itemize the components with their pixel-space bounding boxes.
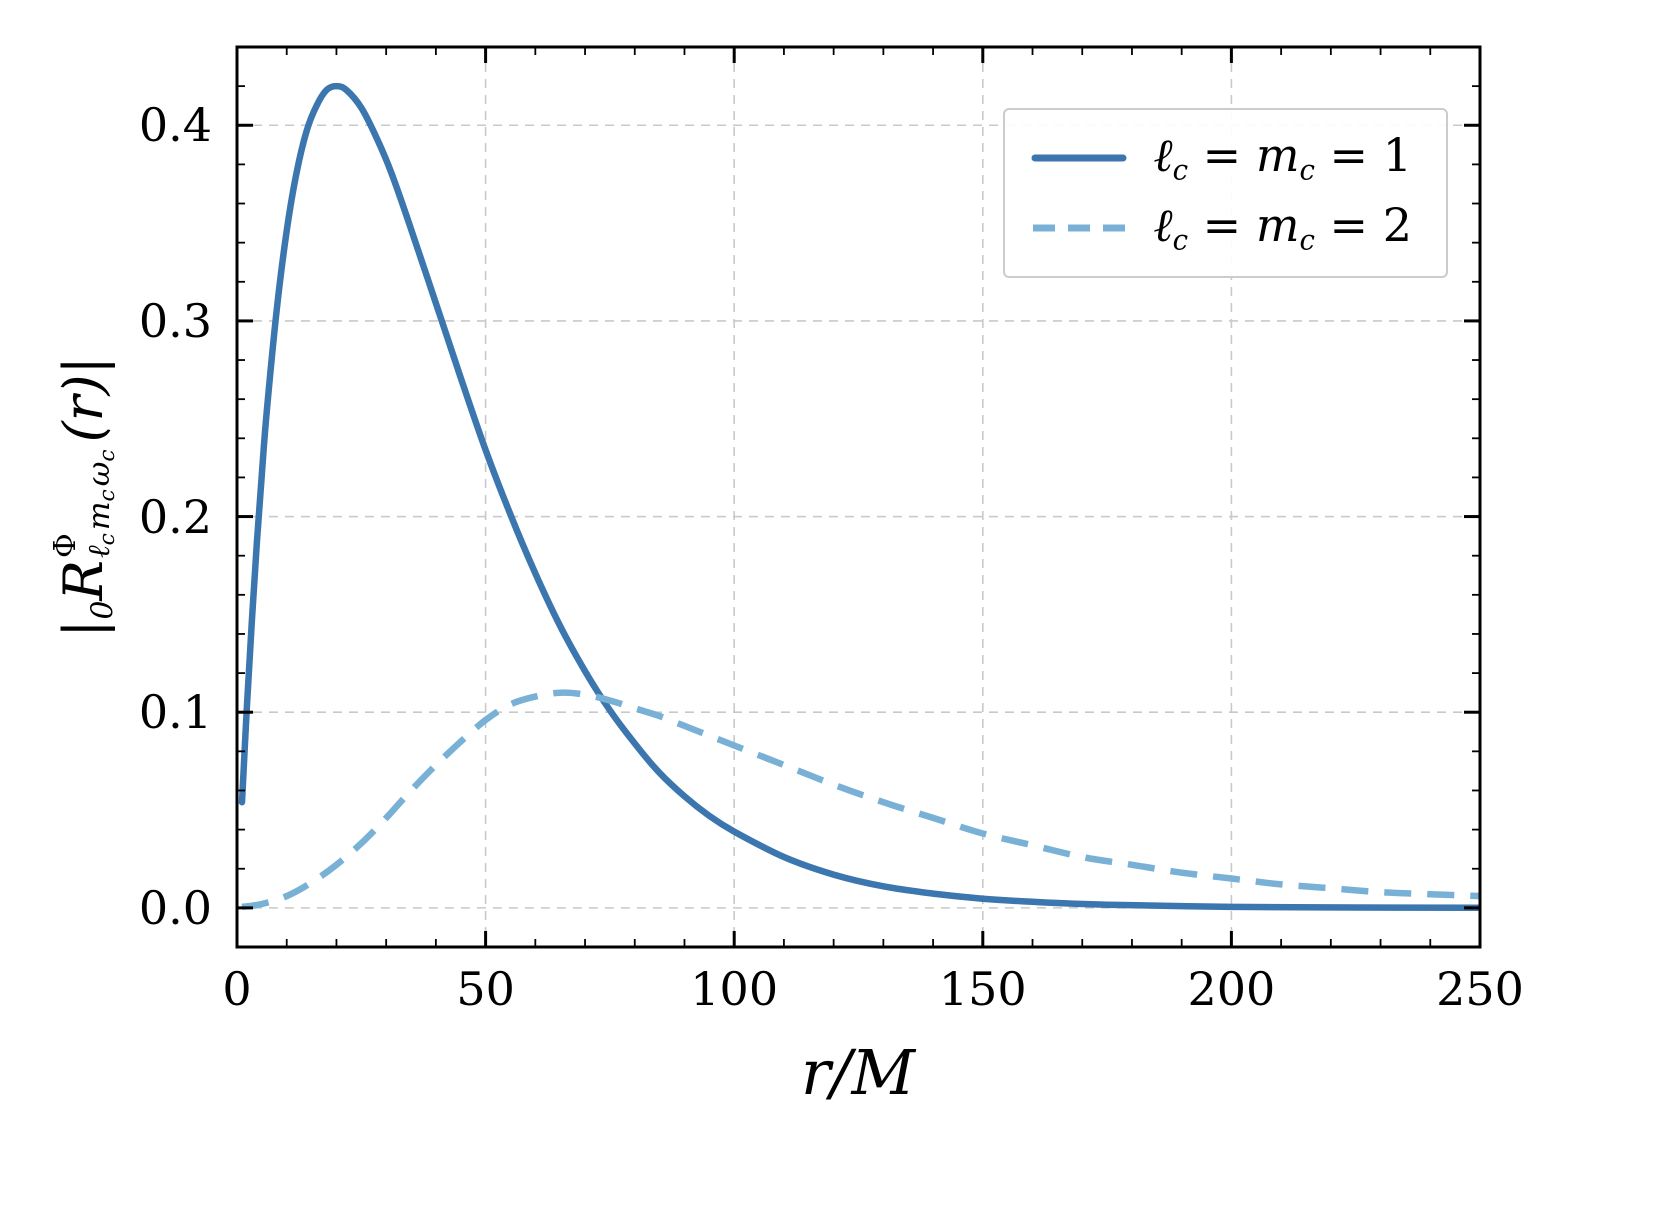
ylabel-base-symbol: R [51, 559, 115, 601]
x-tick-label: 150 [938, 962, 1027, 1016]
ylabel-pre-subscript: 0 [85, 600, 121, 620]
x-axis-label: r/M [801, 1042, 915, 1104]
x-tick-label: 0 [222, 962, 252, 1016]
ylabel-sub-omega-c: c [95, 449, 121, 462]
x-tick-label: 50 [456, 962, 515, 1016]
y-tick-label: 0.4 [138, 98, 212, 153]
legend-item-lm1: ℓc = mc = 1 [1031, 132, 1412, 184]
y-tick-label: 0.1 [138, 685, 212, 740]
ylabel-sub-ell: ℓ [82, 545, 118, 558]
series-1-curve [238, 82, 1479, 911]
y-tick-label: 0.3 [138, 293, 212, 348]
legend-line-dashed-icon [1033, 224, 1126, 232]
legend-label-lm2: ℓc = mc = 2 [1153, 197, 1412, 257]
x-tick-label: 100 [690, 962, 779, 1016]
ylabel-sub-omega: ω [82, 461, 118, 487]
x-axis-label-text: r/M [800, 1036, 916, 1109]
legend: ℓc = mc = 1 ℓc = mc = 2 [1003, 108, 1448, 278]
x-tick-label: 250 [1436, 962, 1524, 1016]
legend-line-solid-icon [1031, 154, 1127, 162]
x-tick-label: 200 [1187, 962, 1276, 1016]
ylabel-argument: (r) [51, 374, 115, 443]
y-tick-label: 0.0 [138, 880, 212, 935]
ylabel-bar-right: | [51, 356, 115, 375]
series-2-curve [241, 689, 1479, 911]
legend-item-lm2: ℓc = mc = 2 [1031, 202, 1412, 254]
ylabel-bar-left: | [51, 619, 115, 638]
legend-label-lm1: ℓc = mc = 1 [1153, 128, 1412, 187]
y-tick-label: 0.2 [138, 489, 212, 544]
